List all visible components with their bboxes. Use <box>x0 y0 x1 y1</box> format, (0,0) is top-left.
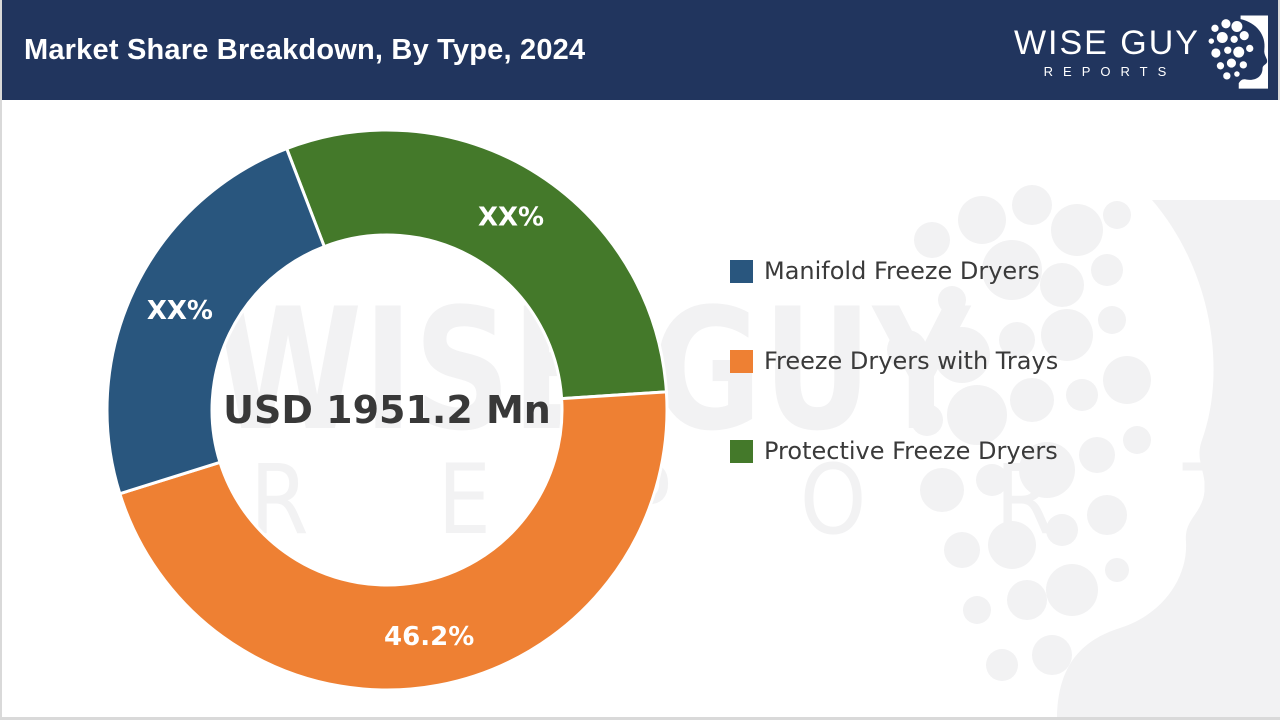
donut-center-value: USD 1951.2 Mn <box>223 388 551 432</box>
legend-item: Protective Freeze Dryers <box>730 435 1058 467</box>
legend-label: Manifold Freeze Dryers <box>764 257 1040 285</box>
page-title: Market Share Breakdown, By Type, 2024 <box>24 33 586 66</box>
legend-swatch <box>730 349 753 373</box>
logo-subtitle-text: REPORTS <box>1043 64 1177 79</box>
header-bar: Market Share Breakdown, By Type, 2024 WI… <box>2 0 1278 100</box>
legend-item: Freeze Dryers with Trays <box>730 345 1058 377</box>
logo-wordmark-text: WISE GUY <box>1013 24 1200 62</box>
slice-label-freeze-dryers-with-trays: 46.2% <box>384 622 474 652</box>
donut-segment-freeze-dryers-with-trays <box>117 390 669 692</box>
legend-label: Protective Freeze Dryers <box>764 437 1058 465</box>
wise-guy-logo: WISE GUY REPORTS <box>1014 13 1268 91</box>
logo-wordmark: WISE GUY REPORTS <box>1014 26 1200 78</box>
donut-chart: USD 1951.2 Mn XX% 46.2% XX% <box>105 128 669 692</box>
slice-label-protective-freeze-dryers: XX% <box>478 202 544 232</box>
chart-legend: Manifold Freeze Dryers Freeze Dryers with… <box>730 255 1058 467</box>
legend-swatch <box>730 259 753 283</box>
slice-label-manifold-freeze-dryers: XX% <box>147 296 213 326</box>
legend-swatch <box>730 439 753 463</box>
chart-area: WISE GUY R E P O R T S USD 1951.2 M <box>2 100 1280 717</box>
donut-segments <box>105 128 669 692</box>
legend-label: Freeze Dryers with Trays <box>764 347 1059 375</box>
donut-segment-protective-freeze-dryers <box>284 128 669 401</box>
watermark-face-icon <box>887 185 1280 717</box>
legend-item: Manifold Freeze Dryers <box>730 255 1058 287</box>
donut-segment-manifold-freeze-dryers <box>105 146 327 496</box>
donut-slice-labels: XX% 46.2% XX% <box>147 202 544 652</box>
logo-face-icon <box>1208 15 1268 89</box>
